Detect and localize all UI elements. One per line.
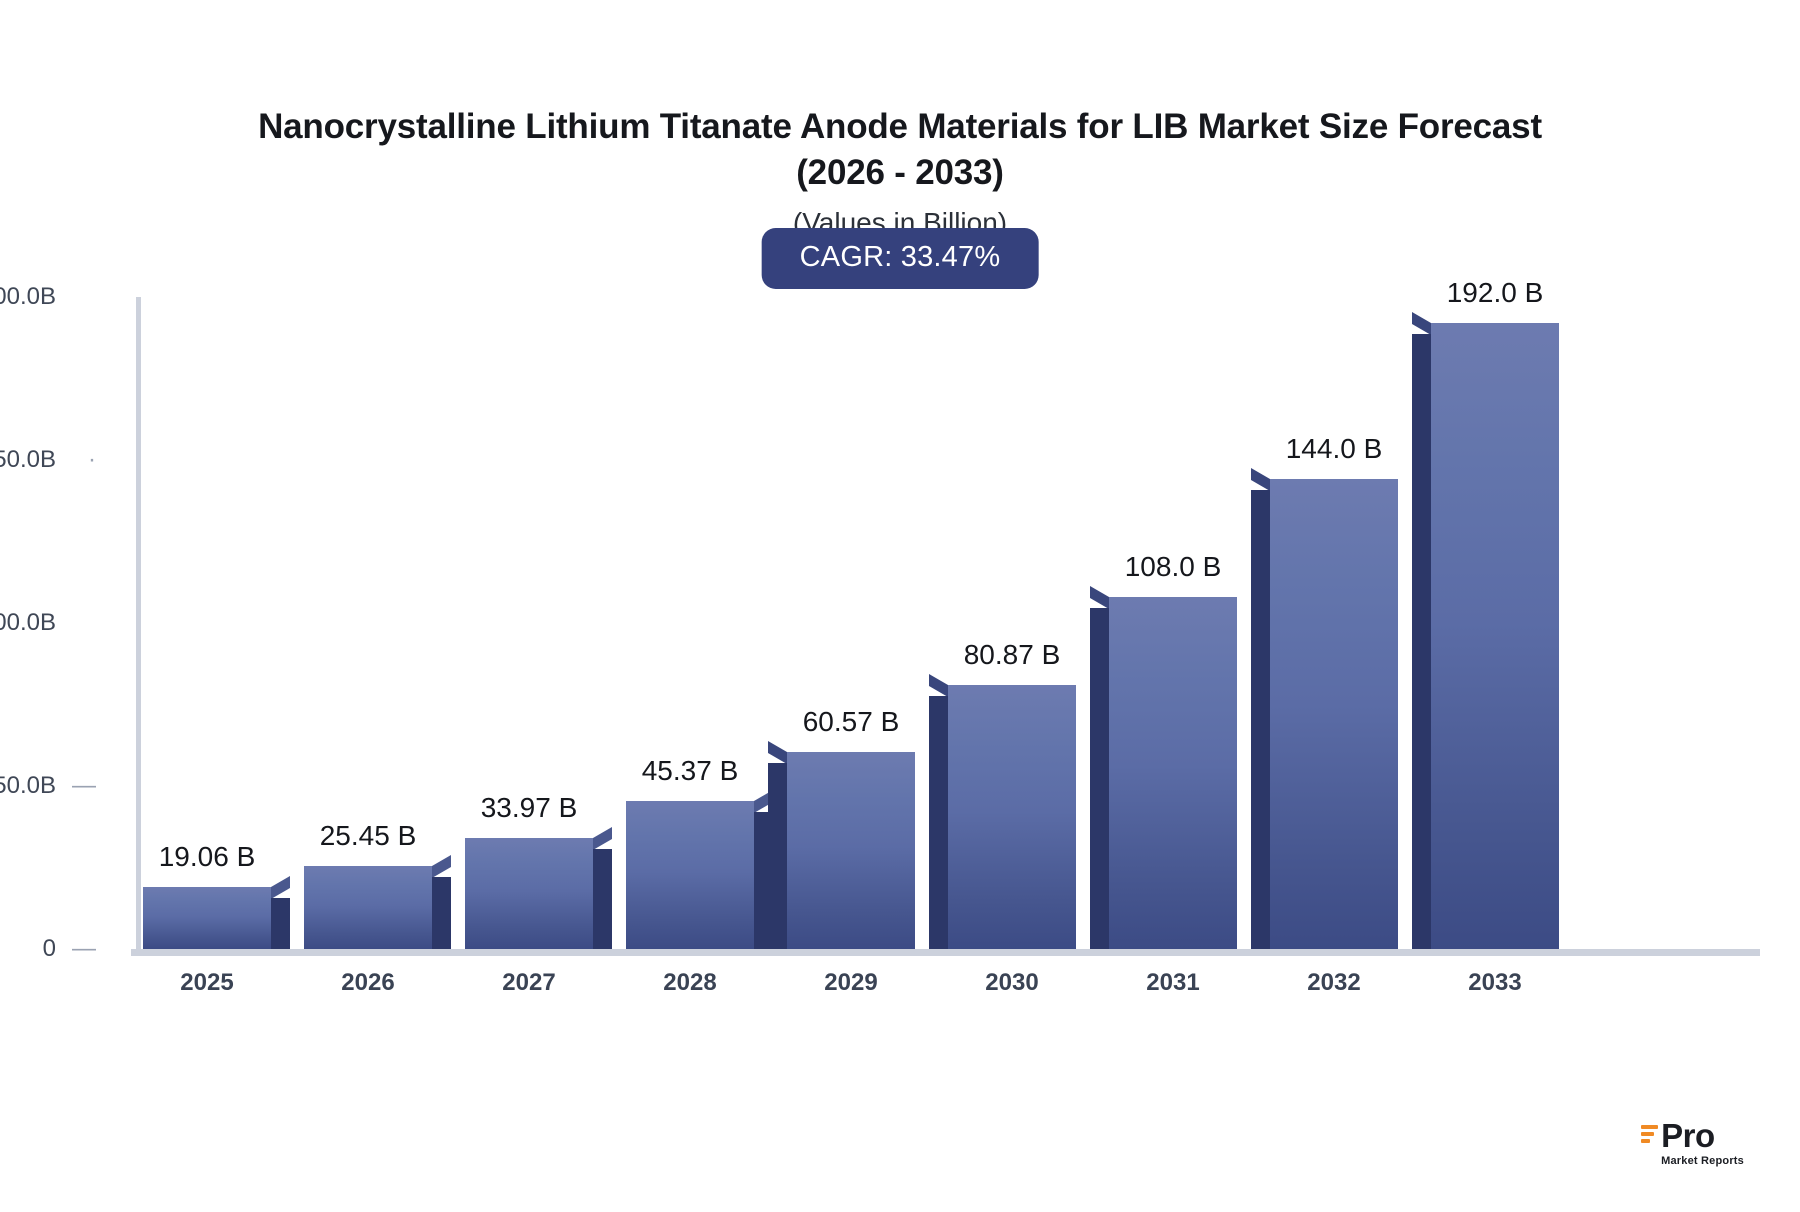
bar-2030[interactable]: 80.87 B [929, 297, 1076, 949]
bar-side-face [1090, 608, 1109, 949]
bar-front-face [143, 887, 271, 949]
bar-2031[interactable]: 108.0 B [1090, 297, 1237, 949]
x-axis-tick-2025: 2025 [180, 969, 234, 996]
bar-value-label: 33.97 B [480, 792, 578, 823]
y-axis-tick-50: 50.0B — [0, 772, 96, 800]
title-block: Nanocrystalline Lithium Titanate Anode M… [0, 104, 1800, 239]
bar-side-face [1251, 490, 1270, 949]
chart-title-line-2: (2026 - 2033) [796, 152, 1004, 192]
y-axis-tick-150: 150.0B · [0, 446, 96, 474]
bar-front-face [304, 866, 432, 949]
bar-value-label: 108.0 B [1124, 551, 1222, 582]
bar-2026[interactable]: 25.45 B [304, 297, 451, 949]
bar-2028[interactable]: 45.37 B [626, 297, 773, 949]
bar-side-face [768, 763, 787, 949]
y-axis-tick-label: 150.0B [0, 446, 56, 473]
bar-front-face [1109, 597, 1237, 949]
page-title: Nanocrystalline Lithium Titanate Anode M… [120, 104, 1680, 195]
bar-front-face [626, 801, 754, 949]
y-axis-tick-label: 0 [42, 935, 56, 962]
plot-area: 200.0B 150.0B· 100.0B 50.0B— 0— 19.06 B [0, 277, 1760, 996]
chart-title-line-1: Nanocrystalline Lithium Titanate Anode M… [258, 107, 1542, 146]
bar-2032[interactable]: 144.0 B [1251, 297, 1398, 949]
x-axis-tick-2031: 2031 [1146, 969, 1200, 996]
bar-body [1251, 468, 1398, 949]
bar-value-label: 19.06 B [158, 841, 256, 872]
x-axis-tick-2026: 2026 [341, 969, 395, 996]
bar-front-face [948, 685, 1076, 949]
bar-value-label: 45.37 B [641, 755, 739, 786]
bar-body [929, 674, 1076, 949]
y-tick-dash-icon: · [88, 446, 96, 473]
x-axis-tick-2033: 2033 [1468, 969, 1522, 996]
y-axis-tick-0: 0— [0, 935, 96, 963]
bar-2027[interactable]: 33.97 B [465, 297, 612, 949]
bar-body [626, 790, 773, 949]
y-axis-tick-200: 200.0B [0, 283, 96, 311]
logo-text: Pro Market Reports [1661, 1119, 1744, 1167]
bar-value-label: 60.57 B [802, 706, 900, 737]
bar-body [304, 855, 451, 949]
bar-side-face [432, 877, 451, 949]
bar-top-cap [768, 741, 787, 764]
y-axis-tick-label: 100.0B [0, 609, 56, 636]
x-axis-line [131, 949, 1760, 956]
bar-body [1412, 312, 1559, 949]
bar-side-face [1412, 334, 1431, 949]
bar-chart-icon [1641, 1119, 1659, 1143]
bar-value-label: 25.45 B [319, 820, 417, 851]
y-tick-dash-icon: — [72, 772, 96, 799]
bar-top-cap [432, 855, 451, 878]
bar-body [143, 876, 290, 949]
bar-2029[interactable]: 60.57 B [768, 297, 915, 949]
bar-top-cap [593, 827, 612, 850]
bar-series: 19.06 B 25.45 B 33.97 B [136, 277, 1760, 949]
bar-top-cap [929, 674, 948, 697]
brand-logo: Pro Market Reports [1641, 1119, 1744, 1167]
bar-value-label: 192.0 B [1446, 277, 1544, 308]
bar-2025[interactable]: 19.06 B [143, 297, 290, 949]
bar-body [768, 741, 915, 949]
bar-top-cap [1412, 312, 1431, 335]
bar-side-face [593, 849, 612, 949]
logo-tagline: Market Reports [1661, 1155, 1744, 1167]
cagr-badge: CAGR: 33.47% [761, 228, 1039, 289]
x-axis-tick-2032: 2032 [1307, 969, 1361, 996]
y-axis-line [136, 297, 141, 949]
y-axis-tick-label: 50.0B [0, 772, 56, 799]
bar-top-cap [1251, 468, 1270, 491]
bar-front-face [787, 752, 915, 949]
bar-value-label: 144.0 B [1285, 433, 1383, 464]
bar-top-cap [1090, 586, 1109, 609]
x-axis-tick-2029: 2029 [824, 969, 878, 996]
bar-front-face [1431, 323, 1559, 949]
y-axis-tick-100: 100.0B [0, 609, 96, 637]
x-axis-tick-2028: 2028 [663, 969, 717, 996]
bar-top-cap [271, 876, 290, 899]
bar-body [1090, 586, 1237, 949]
x-axis-tick-2027: 2027 [502, 969, 556, 996]
bar-front-face [465, 838, 593, 949]
x-axis-tick-2030: 2030 [985, 969, 1039, 996]
bar-value-label: 80.87 B [963, 639, 1061, 670]
bar-2033[interactable]: 192.0 B [1412, 277, 1559, 949]
bar-side-face [271, 898, 290, 949]
bar-body [465, 827, 612, 949]
y-axis-tick-label: 200.0B [0, 283, 56, 310]
bar-front-face [1270, 479, 1398, 949]
logo-name: Pro [1661, 1117, 1715, 1154]
y-tick-dash-icon: — [72, 935, 96, 962]
bar-side-face [929, 696, 948, 949]
